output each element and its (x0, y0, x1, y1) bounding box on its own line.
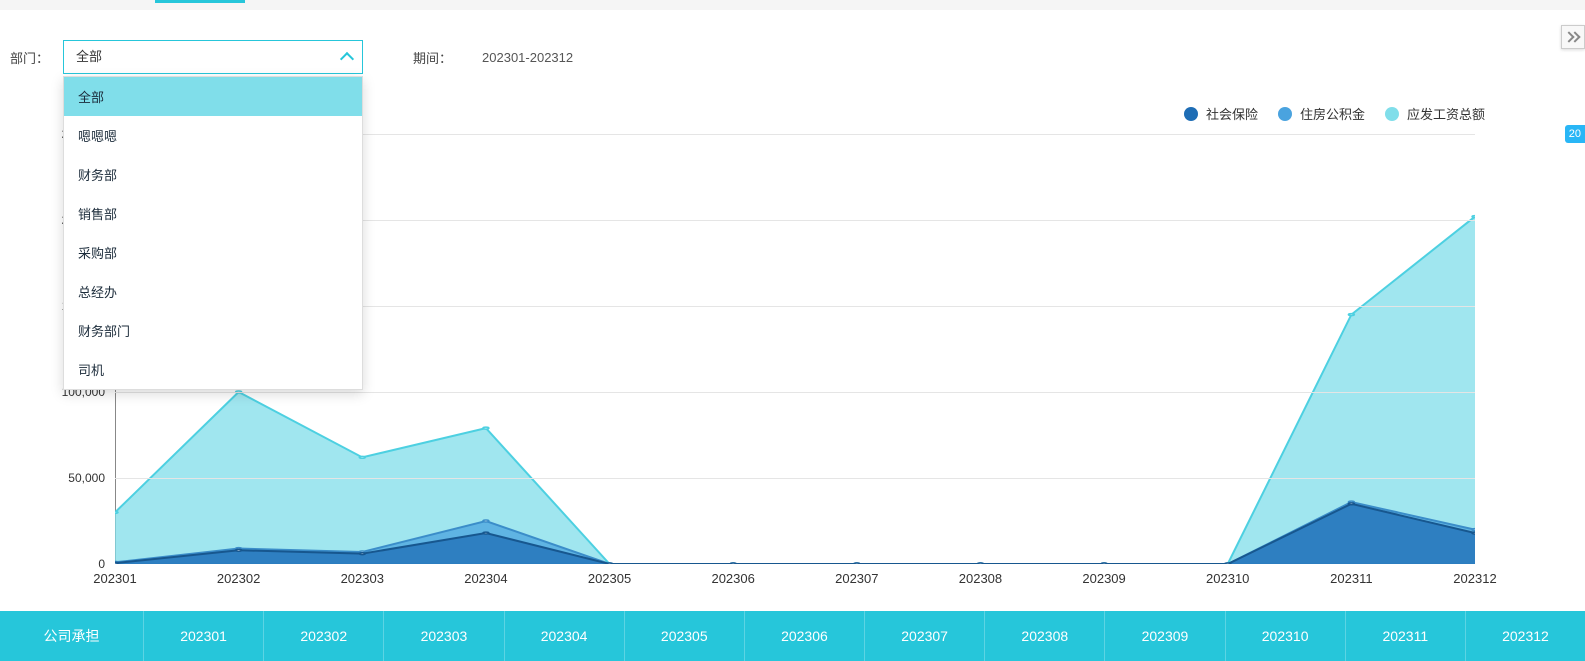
period-label: 期间： (413, 48, 452, 67)
footer-table: 公司承担202301202302202303202304202305202306… (0, 611, 1585, 661)
footer-column-header: 202302 (264, 611, 384, 661)
footer-column-header: 202312 (1466, 611, 1585, 661)
dept-dropdown[interactable]: 全部嗯嗯嗯财务部销售部采购部总经办财务部门司机 (63, 76, 363, 390)
data-marker (1101, 563, 1107, 564)
legend-label: 应发工资总额 (1407, 104, 1485, 123)
footer-column-header: 202306 (745, 611, 865, 661)
footer-gap (0, 601, 1585, 611)
legend-label: 住房公积金 (1300, 104, 1365, 123)
footer-column-header: 202301 (144, 611, 264, 661)
x-tick-label: 202302 (217, 571, 260, 586)
legend-label: 社会保险 (1206, 104, 1258, 123)
footer-column-header: 202310 (1226, 611, 1346, 661)
data-marker (483, 427, 489, 429)
data-marker (115, 562, 118, 564)
y-tick-label: 0 (45, 557, 105, 571)
data-marker (483, 520, 489, 522)
footer-column-header: 202305 (625, 611, 745, 661)
x-tick-label: 202311 (1330, 571, 1372, 586)
footer-column-header: 202311 (1346, 611, 1466, 661)
chevron-up-icon (340, 52, 354, 66)
x-tick-label: 202308 (959, 571, 1002, 586)
legend-item[interactable]: 应发工资总额 (1385, 104, 1485, 123)
data-marker (607, 563, 613, 564)
dept-select-value: 全部 (76, 49, 102, 64)
x-tick-label: 202312 (1453, 571, 1496, 586)
x-tick-label: 202310 (1206, 571, 1249, 586)
side-tag: 20 (1565, 125, 1585, 143)
data-marker (1348, 503, 1354, 505)
dept-option[interactable]: 全部 (64, 77, 362, 116)
data-marker (359, 456, 365, 458)
data-marker (236, 549, 242, 551)
footer-row-label: 公司承担 (0, 611, 144, 661)
dept-option[interactable]: 财务部门 (64, 311, 362, 350)
footer-column-header: 202309 (1105, 611, 1225, 661)
data-marker (977, 563, 983, 564)
x-tick-label: 202301 (93, 571, 136, 586)
dept-option[interactable]: 销售部 (64, 194, 362, 233)
dept-option[interactable]: 司机 (64, 350, 362, 389)
top-strip (0, 0, 1585, 10)
legend-dot-icon (1385, 107, 1399, 121)
footer-column-header: 202304 (505, 611, 625, 661)
y-tick-label: 50,000 (45, 471, 105, 485)
dept-select[interactable]: 全部 全部嗯嗯嗯财务部销售部采购部总经办财务部门司机 (63, 40, 363, 74)
legend-item[interactable]: 住房公积金 (1278, 104, 1365, 123)
gridline (115, 478, 1475, 479)
dept-option[interactable]: 总经办 (64, 272, 362, 311)
gridline (115, 392, 1475, 393)
legend-item[interactable]: 社会保险 (1184, 104, 1258, 123)
dept-option[interactable]: 采购部 (64, 233, 362, 272)
data-marker (1472, 216, 1475, 218)
x-tick-label: 202304 (464, 571, 507, 586)
period-value: 202301-202312 (482, 50, 573, 65)
data-marker (730, 563, 736, 564)
data-marker (1472, 529, 1475, 531)
data-marker (1225, 563, 1231, 564)
footer-column-header: 202308 (985, 611, 1105, 661)
dept-option[interactable]: 嗯嗯嗯 (64, 116, 362, 155)
chart-legend: 社会保险 住房公积金 应发工资总额 (1184, 104, 1485, 123)
dept-select-display[interactable]: 全部 (63, 40, 363, 74)
footer-column-header: 202303 (384, 611, 504, 661)
filter-bar: 部门： 全部 全部嗯嗯嗯财务部销售部采购部总经办财务部门司机 期间： 20230… (0, 10, 1585, 84)
footer-column-header: 202307 (865, 611, 985, 661)
dept-option[interactable]: 财务部 (64, 155, 362, 194)
legend-dot-icon (1184, 107, 1198, 121)
x-tick-label: 202307 (835, 571, 878, 586)
x-tick-label: 202306 (711, 571, 754, 586)
data-marker (115, 511, 118, 513)
data-marker (483, 532, 489, 534)
x-tick-label: 202309 (1082, 571, 1125, 586)
data-marker (359, 553, 365, 555)
x-tick-label: 202303 (341, 571, 384, 586)
data-marker (1348, 314, 1354, 316)
data-marker (1472, 532, 1475, 534)
x-tick-label: 202305 (588, 571, 631, 586)
data-marker (854, 563, 860, 564)
legend-dot-icon (1278, 107, 1292, 121)
dept-label: 部门： (10, 48, 49, 67)
